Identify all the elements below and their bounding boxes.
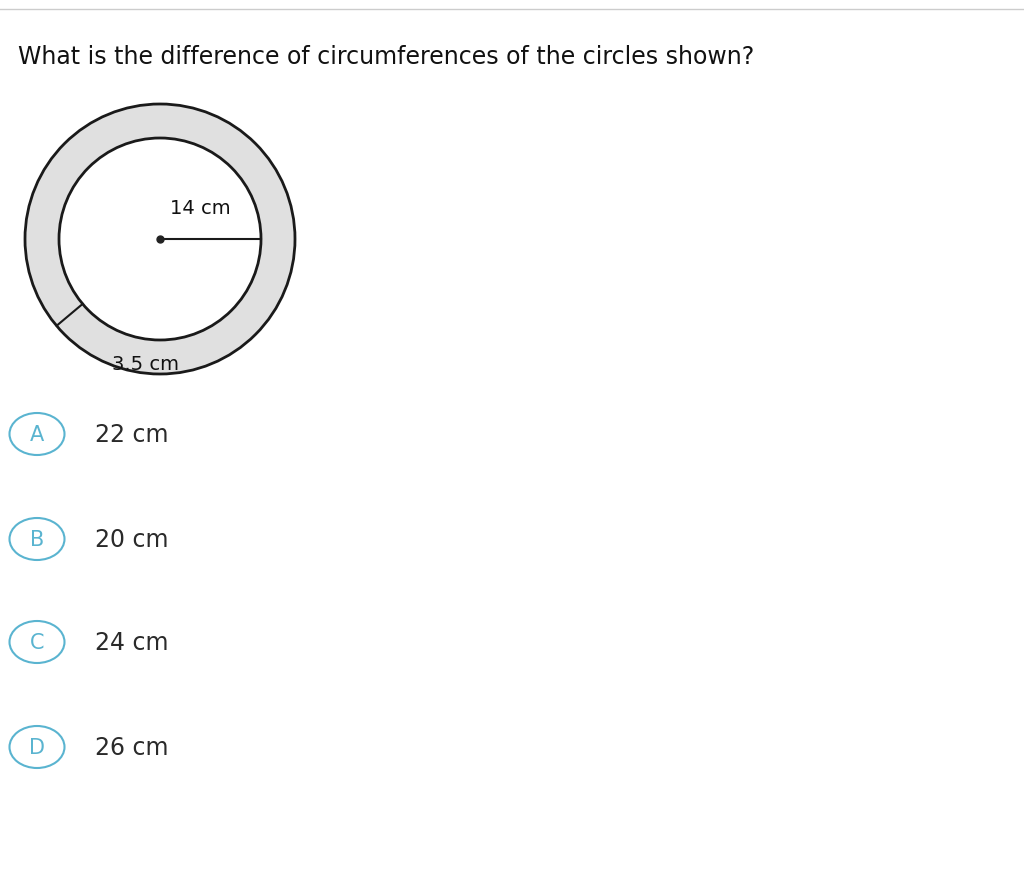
Text: 14 cm: 14 cm bbox=[170, 198, 230, 218]
Text: D: D bbox=[29, 738, 45, 757]
Text: 3.5 cm: 3.5 cm bbox=[112, 355, 179, 374]
Text: 20 cm: 20 cm bbox=[95, 527, 169, 552]
Ellipse shape bbox=[9, 621, 65, 663]
Circle shape bbox=[25, 105, 295, 375]
Text: 24 cm: 24 cm bbox=[95, 630, 169, 654]
Circle shape bbox=[59, 139, 261, 341]
Ellipse shape bbox=[9, 519, 65, 561]
Ellipse shape bbox=[9, 414, 65, 455]
Text: C: C bbox=[30, 632, 44, 653]
Text: A: A bbox=[30, 425, 44, 444]
Text: 22 cm: 22 cm bbox=[95, 423, 169, 446]
Text: B: B bbox=[30, 529, 44, 550]
Ellipse shape bbox=[9, 726, 65, 768]
Text: 26 cm: 26 cm bbox=[95, 735, 169, 759]
Text: What is the difference of circumferences of the circles shown?: What is the difference of circumferences… bbox=[18, 45, 755, 69]
